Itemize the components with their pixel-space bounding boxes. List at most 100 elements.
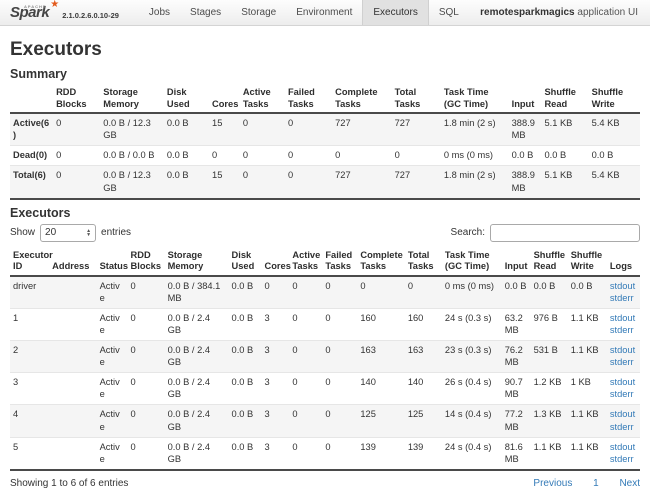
executor-complete-tasks: 163 (360, 345, 376, 356)
page-size-select[interactable]: 20 ▲ ▼ (40, 223, 97, 242)
executors-col-task-time[interactable]: Task Time (GC Time) (441, 247, 502, 277)
executor-shuffle-write: 1.1 KB (570, 441, 599, 452)
executor-input: 77.2 MB (504, 409, 523, 432)
executor-storage-memory: 0.0 B / 2.4 GB (167, 312, 211, 336)
executor-id: 4 (13, 409, 19, 420)
summary-col-failed-tasks: Failed Tasks (284, 85, 333, 115)
nav-tab-environment[interactable]: Environment (296, 7, 353, 18)
stdout-link[interactable]: stdout (609, 441, 636, 452)
executors-col-complete-tasks[interactable]: Complete Tasks (357, 247, 405, 277)
executor-complete-tasks: 139 (360, 441, 376, 452)
executor-row-5: 5 Active 0 0.0 B / 2.4 GB 0.0 B 3 0 0 13… (10, 437, 640, 470)
executor-cores: 3 (264, 345, 270, 356)
executor-address (49, 276, 96, 309)
summary-row-active: Active(6) 0 0.0 B / 12.3 GB 0.0 B 15 0 0… (10, 113, 640, 146)
stderr-link[interactable]: stderr (609, 389, 634, 400)
pagination-page-1[interactable]: 1 (593, 477, 599, 489)
summary-cell: 727 (335, 118, 351, 129)
executors-col-status[interactable]: Status (96, 247, 128, 277)
executor-active-tasks: 0 (292, 441, 298, 452)
table-controls: Show 20 ▲ ▼ entries Search: (10, 223, 640, 242)
nav-tab-storage[interactable]: Storage (241, 7, 277, 18)
executors-col-failed-tasks[interactable]: Failed Tasks (322, 247, 358, 277)
executor-id: 5 (13, 441, 19, 452)
stdout-link[interactable]: stdout (609, 312, 636, 323)
executors-table: Executor ID Address Status RDD Blocks St… (10, 247, 640, 471)
executor-complete-tasks: 0 (360, 280, 366, 291)
pagination-previous[interactable]: Previous (533, 477, 573, 489)
nav-tab-sql[interactable]: SQL (438, 7, 459, 18)
executors-col-cores[interactable]: Cores (261, 247, 291, 277)
executor-id: 1 (13, 312, 19, 323)
executors-col-address[interactable]: Address (49, 247, 97, 277)
stderr-link[interactable]: stderr (609, 325, 634, 336)
executor-storage-memory: 0.0 B / 2.4 GB (167, 441, 211, 464)
executors-col-rdd-blocks[interactable]: RDD Blocks (127, 247, 165, 277)
executors-col-active-tasks[interactable]: Active Tasks (289, 247, 323, 277)
executors-col-logs[interactable]: Logs (606, 247, 640, 277)
executor-active-tasks: 0 (292, 345, 298, 356)
summary-cell: 5.4 KB (591, 118, 620, 129)
executors-heading: Executors (10, 205, 71, 220)
stdout-link[interactable]: stdout (609, 280, 636, 291)
summary-cell: 0.0 B / 12.3 GB (103, 118, 151, 141)
executor-total-tasks: 0 (407, 280, 413, 291)
executor-shuffle-read: 1.2 KB (533, 377, 562, 388)
summary-cell: 0 ms (0 ms) (443, 150, 493, 161)
executor-cores: 0 (264, 280, 270, 291)
stdout-link[interactable]: stdout (609, 345, 636, 356)
executor-status: Active (99, 409, 120, 432)
stdout-link[interactable]: stdout (609, 377, 636, 388)
summary-row-total: Total(6) 0 0.0 B / 12.3 GB 0.0 B 15 0 0 … (10, 165, 640, 199)
summary-col-disk-used: Disk Used (163, 85, 210, 115)
executor-storage-memory: 0.0 B / 2.4 GB (167, 377, 211, 400)
executor-cores: 3 (264, 441, 270, 452)
nav-tab-stages[interactable]: Stages (190, 7, 222, 18)
stderr-link[interactable]: stderr (609, 453, 634, 464)
summary-cell: 0.0 B (166, 150, 189, 161)
executor-logs: stdout stderr (607, 373, 640, 405)
summary-col-task-time: Task Time (GC Time) (440, 85, 509, 115)
executor-disk-used: 0.0 B (231, 280, 254, 291)
summary-cell: 0.0 B (166, 170, 189, 181)
executor-address (49, 308, 96, 340)
spark-version: 2.1.0.2.6.0.10-29 (62, 10, 119, 20)
executor-shuffle-read: 0.0 B (533, 280, 556, 291)
executor-active-tasks: 0 (292, 377, 298, 388)
executor-row-2: 2 Active 0 0.0 B / 2.4 GB 0.0 B 3 0 0 16… (10, 340, 640, 373)
summary-col-blank (10, 85, 54, 115)
stderr-link[interactable]: stderr (609, 357, 634, 368)
top-navbar: APACHE Spark ★ 2.1.0.2.6.0.10-29 Jobs St… (0, 0, 650, 26)
executor-complete-tasks: 125 (360, 409, 376, 420)
executors-col-input[interactable]: Input (501, 247, 531, 277)
executor-active-tasks: 0 (292, 409, 298, 420)
executor-address (49, 405, 96, 437)
summary-row-label: Dead(0) (13, 150, 48, 161)
summary-cell: 727 (394, 170, 411, 181)
summary-cell: 0.0 B (591, 150, 614, 161)
executors-col-shuffle-write[interactable]: Shuffle Write (567, 247, 607, 277)
stdout-link[interactable]: stdout (609, 409, 636, 420)
stderr-link[interactable]: stderr (609, 421, 634, 432)
summary-col-total-tasks: Total Tasks (391, 85, 441, 115)
search-input[interactable] (490, 223, 640, 242)
summary-col-rdd-blocks: RDD Blocks (53, 85, 101, 115)
summary-cell: 0 (287, 150, 294, 161)
executors-col-shuffle-read[interactable]: Shuffle Read (530, 247, 568, 277)
pagination-next[interactable]: Next (619, 477, 640, 489)
executor-failed-tasks: 0 (325, 345, 331, 356)
executors-col-executor-id[interactable]: Executor ID (10, 247, 53, 277)
executor-logs: stdout stderr (607, 341, 640, 373)
application-title-suffix: application UI (574, 7, 638, 18)
executor-disk-used: 0.0 B (231, 345, 254, 356)
executor-disk-used: 0.0 B (231, 441, 254, 452)
nav-tab-executors[interactable]: Executors (362, 0, 429, 25)
executors-col-storage-memory[interactable]: Storage Memory (164, 247, 229, 277)
search-label: Search: (450, 227, 485, 239)
executor-storage-memory: 0.0 B / 2.4 GB (167, 409, 211, 432)
executors-col-total-tasks[interactable]: Total Tasks (404, 247, 442, 277)
executors-col-disk-used[interactable]: Disk Used (228, 247, 262, 277)
stderr-link[interactable]: stderr (609, 292, 634, 303)
nav-tab-jobs[interactable]: Jobs (148, 7, 171, 18)
entries-label: entries (101, 227, 132, 239)
